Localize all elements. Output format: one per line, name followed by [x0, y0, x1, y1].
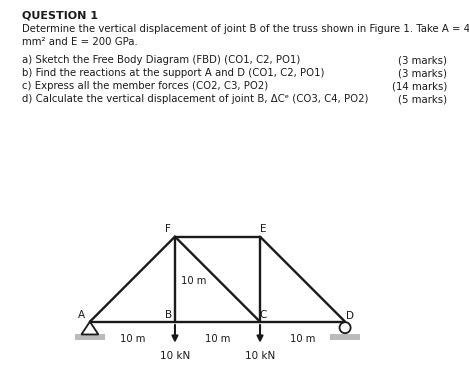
Text: (14 marks): (14 marks)	[392, 81, 447, 91]
Text: (5 marks): (5 marks)	[398, 94, 447, 104]
Bar	[330, 334, 360, 340]
Text: E: E	[260, 224, 266, 234]
Text: (3 marks): (3 marks)	[398, 68, 447, 78]
Text: 10 kN: 10 kN	[245, 351, 275, 361]
Text: A: A	[78, 310, 85, 320]
Text: c) Express all the member forces (CO2, C3, PO2): c) Express all the member forces (CO2, C…	[22, 81, 268, 91]
Text: mm² and E = 200 GPa.: mm² and E = 200 GPa.	[22, 37, 138, 47]
Text: 10 m: 10 m	[290, 334, 315, 345]
Text: 10 m: 10 m	[205, 334, 230, 345]
Text: B: B	[165, 310, 172, 320]
Text: QUESTION 1: QUESTION 1	[22, 10, 98, 20]
Text: C: C	[259, 310, 267, 320]
Text: 10 kN: 10 kN	[160, 351, 190, 361]
Text: (3 marks): (3 marks)	[398, 55, 447, 65]
Text: b) Find the reactions at the support A and D (CO1, C2, PO1): b) Find the reactions at the support A a…	[22, 68, 325, 78]
Text: D: D	[346, 311, 354, 321]
Bar	[75, 334, 105, 340]
Text: F: F	[165, 224, 171, 234]
Text: Determine the vertical displacement of joint B of the truss shown in Figure 1. T: Determine the vertical displacement of j…	[22, 24, 469, 34]
Text: d) Calculate the vertical displacement of joint B, ΔCᵉ (CO3, C4, PO2): d) Calculate the vertical displacement o…	[22, 94, 369, 104]
Text: 10 m: 10 m	[181, 276, 206, 286]
Text: 10 m: 10 m	[120, 334, 145, 345]
Text: a) Sketch the Free Body Diagram (FBD) (CO1, C2, PO1): a) Sketch the Free Body Diagram (FBD) (C…	[22, 55, 300, 65]
